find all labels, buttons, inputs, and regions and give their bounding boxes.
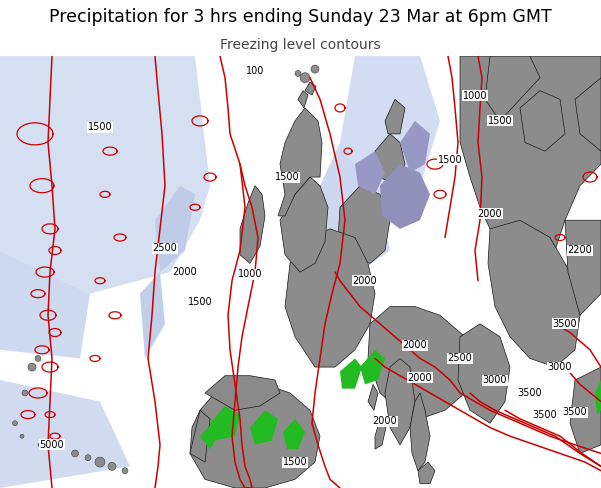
Polygon shape	[155, 186, 195, 272]
Circle shape	[300, 73, 310, 82]
Text: 1000: 1000	[238, 269, 262, 279]
Polygon shape	[0, 380, 130, 488]
Text: 3500: 3500	[553, 319, 578, 329]
Polygon shape	[250, 410, 278, 445]
Polygon shape	[418, 462, 435, 484]
Circle shape	[85, 455, 91, 461]
Text: Freezing level contours: Freezing level contours	[220, 38, 381, 52]
Polygon shape	[385, 358, 415, 445]
Text: 3500: 3500	[532, 409, 557, 420]
Text: 2000: 2000	[353, 276, 377, 285]
Polygon shape	[375, 419, 386, 449]
Polygon shape	[570, 367, 601, 453]
Circle shape	[108, 463, 116, 470]
Polygon shape	[0, 56, 210, 294]
Text: 100: 100	[246, 66, 264, 76]
Polygon shape	[305, 82, 316, 95]
Text: 5000: 5000	[40, 440, 64, 450]
Circle shape	[20, 434, 24, 438]
Text: 1500: 1500	[282, 457, 307, 467]
Polygon shape	[190, 380, 320, 488]
Polygon shape	[283, 419, 305, 449]
Polygon shape	[340, 358, 362, 388]
Polygon shape	[240, 186, 265, 264]
Text: 2200: 2200	[567, 245, 593, 255]
Polygon shape	[278, 108, 322, 216]
Circle shape	[95, 457, 105, 467]
Text: 1500: 1500	[438, 155, 462, 165]
Polygon shape	[140, 272, 165, 358]
Polygon shape	[458, 324, 510, 423]
Text: 3500: 3500	[517, 388, 542, 398]
Circle shape	[28, 363, 36, 371]
Text: 1500: 1500	[275, 172, 299, 182]
Text: 2000: 2000	[407, 373, 432, 383]
Polygon shape	[285, 229, 375, 367]
Polygon shape	[368, 385, 378, 410]
Polygon shape	[488, 220, 580, 367]
Text: 3500: 3500	[563, 407, 587, 417]
Text: 2000: 2000	[172, 267, 197, 277]
Text: 2500: 2500	[153, 244, 177, 253]
Text: 1500: 1500	[487, 116, 512, 126]
Polygon shape	[400, 121, 430, 173]
Polygon shape	[190, 410, 210, 462]
Polygon shape	[595, 380, 601, 415]
Text: 2500: 2500	[448, 353, 472, 364]
Circle shape	[35, 355, 41, 362]
Polygon shape	[460, 56, 601, 306]
Text: 1500: 1500	[88, 122, 112, 132]
Polygon shape	[298, 91, 308, 108]
Polygon shape	[360, 350, 385, 385]
Polygon shape	[485, 56, 540, 121]
Circle shape	[122, 468, 128, 474]
Circle shape	[295, 70, 301, 77]
Polygon shape	[280, 177, 328, 272]
Text: 1500: 1500	[188, 297, 212, 307]
Polygon shape	[368, 306, 475, 419]
Polygon shape	[410, 393, 430, 471]
Polygon shape	[320, 142, 390, 272]
Polygon shape	[565, 220, 601, 315]
Text: Precipitation for 3 hrs ending Sunday 23 Mar at 6pm GMT: Precipitation for 3 hrs ending Sunday 23…	[49, 8, 552, 26]
Polygon shape	[338, 186, 390, 264]
Polygon shape	[380, 164, 430, 229]
Polygon shape	[520, 91, 565, 151]
Polygon shape	[0, 250, 90, 358]
Circle shape	[13, 421, 17, 426]
Circle shape	[311, 65, 319, 73]
Text: 2000: 2000	[403, 341, 427, 350]
Circle shape	[38, 443, 42, 447]
Polygon shape	[575, 78, 601, 151]
Text: 2000: 2000	[478, 209, 502, 219]
Text: 1000: 1000	[463, 91, 487, 101]
Text: 3000: 3000	[548, 362, 572, 372]
Polygon shape	[375, 134, 405, 186]
Polygon shape	[200, 423, 218, 449]
Polygon shape	[210, 406, 240, 441]
Circle shape	[72, 450, 79, 457]
Polygon shape	[355, 151, 385, 194]
Polygon shape	[340, 56, 440, 207]
Circle shape	[22, 390, 28, 396]
Text: 3000: 3000	[483, 375, 507, 385]
Polygon shape	[385, 100, 405, 134]
Polygon shape	[205, 376, 280, 410]
Text: 2000: 2000	[373, 416, 397, 426]
